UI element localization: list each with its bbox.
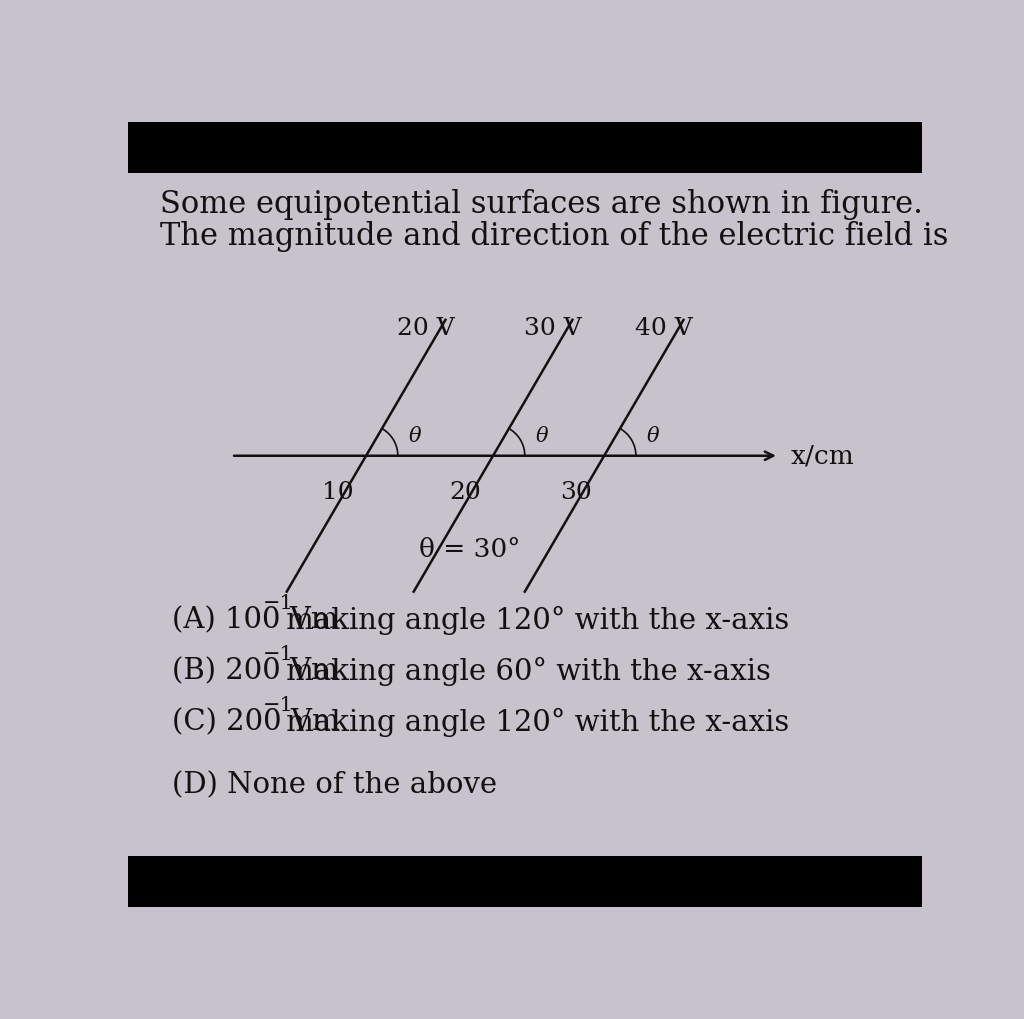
Bar bbox=[128, 122, 922, 173]
Text: 20 V: 20 V bbox=[396, 317, 455, 339]
Text: 40 V: 40 V bbox=[635, 317, 692, 339]
Text: (D) None of the above: (D) None of the above bbox=[172, 771, 497, 799]
Text: (B) 200 Vm: (B) 200 Vm bbox=[172, 657, 338, 686]
Text: (A) 100 Vm: (A) 100 Vm bbox=[172, 606, 338, 635]
Text: −1: −1 bbox=[263, 696, 294, 714]
Text: θ: θ bbox=[536, 427, 548, 446]
Text: making angle 60° with the x-axis: making angle 60° with the x-axis bbox=[278, 657, 771, 686]
Text: −1: −1 bbox=[263, 645, 294, 663]
Text: x/cm: x/cm bbox=[791, 443, 854, 469]
Text: θ: θ bbox=[647, 427, 659, 446]
Text: (C) 200 Vm: (C) 200 Vm bbox=[172, 708, 339, 737]
Text: making angle 120° with the x-axis: making angle 120° with the x-axis bbox=[278, 708, 790, 737]
Text: 30 V: 30 V bbox=[523, 317, 582, 339]
Text: −1: −1 bbox=[263, 594, 294, 612]
Text: Some equipotential surfaces are shown in figure.: Some equipotential surfaces are shown in… bbox=[160, 190, 923, 220]
Text: θ = 30°: θ = 30° bbox=[419, 537, 520, 562]
Text: θ: θ bbox=[409, 427, 421, 446]
Text: The magnitude and direction of the electric field is: The magnitude and direction of the elect… bbox=[160, 220, 948, 252]
Text: 10: 10 bbox=[323, 481, 354, 503]
Text: 30: 30 bbox=[560, 481, 592, 503]
Text: 20: 20 bbox=[450, 481, 481, 503]
Bar bbox=[128, 856, 922, 907]
Text: making angle 120° with the x-axis: making angle 120° with the x-axis bbox=[278, 606, 790, 635]
